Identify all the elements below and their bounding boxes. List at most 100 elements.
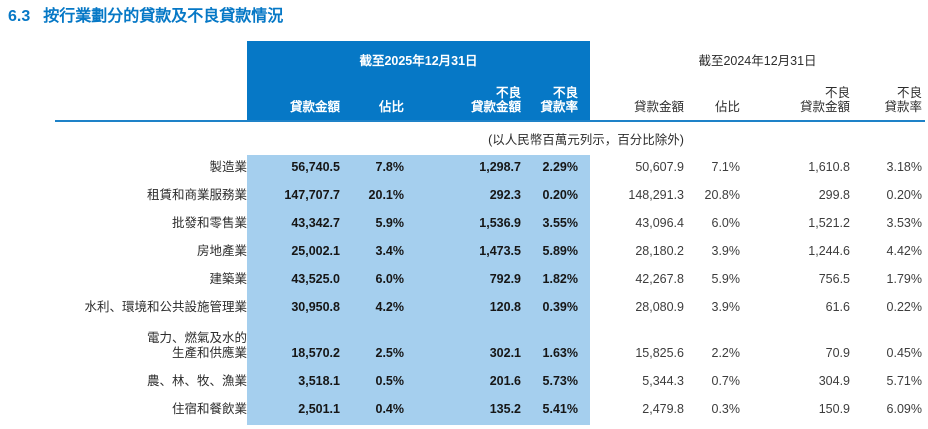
cell-2025-share: 0.4% (346, 397, 412, 425)
cell-2025-share: 0.5% (346, 369, 412, 397)
cell-2024-npl-amount: 1,610.8 (808, 160, 850, 175)
industry-line: 住宿和餐飲業 (171, 402, 247, 417)
cell-2024-npl-ratio: 0.20% (886, 188, 922, 203)
industry-row: 租賃和商業服務業 147,707.7 20.1% 292.3 0.20% 148… (55, 183, 925, 211)
industry-line: 電力、燃氣及水的 (146, 330, 247, 345)
industry-line: 批發和零售業 (171, 216, 247, 231)
col-header-line: 貸款率 (884, 100, 922, 115)
cell-2024-share: 20.8% (704, 188, 740, 203)
cell-2024-loan-amount: 15,825.6 (635, 346, 684, 361)
col-header-line: 貸款率 (540, 100, 578, 115)
cell-2024-loan-amount: 28,080.9 (635, 300, 684, 315)
col-header-2024-share: 佔比 (690, 77, 748, 122)
cell-2024-loan-amount: 5,344.3 (642, 374, 684, 389)
industry-row: 農、林、牧、漁業 3,518.1 0.5% 201.6 5.73% 5,344.… (55, 369, 925, 397)
col-header-2024-loan-amount: 貸款金額 (590, 77, 690, 122)
industry-label: 建築業 (55, 267, 247, 295)
cell-2024-share: 2.2% (711, 346, 741, 361)
col-header-2025-npl-ratio: 不良 貸款率 (527, 77, 590, 122)
cell-2025-share: 2.5% (346, 323, 412, 369)
cell-2024-share: 6.0% (711, 216, 741, 231)
cell-2025-loan-amount: 3,518.1 (247, 369, 346, 397)
cell-2025-npl-ratio: 2.29% (527, 155, 590, 183)
cell-2024-npl-amount: 304.9 (818, 374, 850, 389)
cell-2025-share: 3.4% (346, 239, 412, 267)
industry-label: 製造業 (55, 155, 247, 183)
cell-2025-loan-amount: 56,740.5 (247, 155, 346, 183)
cell-2025-npl-amount: 792.9 (412, 267, 527, 295)
cell-2025-loan-amount: 25,002.1 (247, 239, 346, 267)
col-header-line: 貸款金額 (470, 100, 521, 115)
col-header-2025-npl-amount: 不良 貸款金額 (412, 77, 527, 122)
cell-2024-npl-amount: 1,244.6 (808, 244, 850, 259)
industry-line: 建築業 (209, 272, 247, 287)
cell-2024-loan-amount: 2,479.8 (642, 402, 684, 417)
industry-line: 農、林、牧、漁業 (146, 374, 247, 389)
industry-label: 農、林、牧、漁業 (55, 369, 247, 397)
cell-2025-share: 7.8% (346, 155, 412, 183)
cell-2024-share: 3.9% (711, 244, 741, 259)
cell-2025-loan-amount: 43,342.7 (247, 211, 346, 239)
cell-2025-loan-amount: 147,707.7 (247, 183, 346, 211)
cell-2024-loan-amount: 148,291.3 (628, 188, 684, 203)
unit-note-row: (以人民幣百萬元列示，百分比除外) (55, 121, 925, 155)
cell-2025-npl-ratio: 3.55% (527, 211, 590, 239)
industry-label: 電力、燃氣及水的 生產和供應業 (55, 323, 247, 369)
cell-2025-share: 4.2% (346, 295, 412, 323)
cell-2025-npl-ratio: 5.41% (527, 397, 590, 425)
page-title: 6.3 按行業劃分的貸款及不良貸款情況 (8, 7, 928, 27)
cell-2025-npl-ratio: 1.63% (527, 323, 590, 369)
industry-row: 房地產業 25,002.1 3.4% 1,473.5 5.89% 28,180.… (55, 239, 925, 267)
cell-2025-loan-amount: 2,501.1 (247, 397, 346, 425)
cell-2024-loan-amount: 28,180.2 (635, 244, 684, 259)
cell-2025-npl-amount: 1,298.7 (412, 155, 527, 183)
section-title-text: 按行業劃分的貸款及不良貸款情況 (43, 8, 284, 25)
cell-2024-npl-ratio: 3.53% (886, 216, 922, 231)
period-header-2024: 截至2024年12月31日 (698, 53, 817, 68)
column-header-row: 貸款金額 佔比 不良 貸款金額 不良 貸款率 貸款金額 佔比 不良 貸款金額 不… (55, 77, 925, 122)
cell-2025-npl-ratio: 0.20% (527, 183, 590, 211)
col-header-2025-share: 佔比 (346, 77, 412, 122)
cell-2025-npl-amount: 302.1 (412, 323, 527, 369)
cell-2024-share: 3.9% (711, 300, 741, 315)
cell-2024-loan-amount: 43,096.4 (635, 216, 684, 231)
cell-2024-share: 0.3% (711, 402, 741, 417)
col-header-2025-loan-amount: 貸款金額 (247, 77, 346, 122)
col-header-line: 貸款金額 (799, 100, 850, 115)
industry-row: 建築業 43,525.0 6.0% 792.9 1.82% 42,267.8 5… (55, 267, 925, 295)
col-header-2024-npl-ratio: 不良 貸款率 (858, 77, 925, 122)
industry-label: 水利、環境和公共設施管理業 (55, 295, 247, 323)
cell-2024-npl-ratio: 0.45% (886, 346, 922, 361)
cell-2024-npl-ratio: 1.79% (886, 272, 922, 287)
cell-2024-share: 0.7% (711, 374, 741, 389)
cell-2024-loan-amount: 50,607.9 (635, 160, 684, 175)
cell-2024-share: 5.9% (711, 272, 741, 287)
cell-2025-npl-amount: 135.2 (412, 397, 527, 425)
industry-row: 住宿和餐飲業 2,501.1 0.4% 135.2 5.41% 2,479.8 … (55, 397, 925, 425)
label-column-header (55, 77, 247, 122)
cell-2024-npl-amount: 299.8 (818, 188, 850, 203)
cell-2024-npl-amount: 61.6 (825, 300, 850, 315)
industry-row: 製造業 56,740.5 7.8% 1,298.7 2.29% 50,607.9… (55, 155, 925, 183)
cell-2025-npl-ratio: 5.73% (527, 369, 590, 397)
cell-2024-npl-amount: 70.9 (825, 346, 850, 361)
cell-2024-npl-amount: 150.9 (818, 402, 850, 417)
cell-2024-npl-ratio: 3.18% (886, 160, 922, 175)
industry-row: 電力、燃氣及水的 生產和供應業 18,570.2 2.5% 302.1 1.63%… (55, 323, 925, 369)
cell-2024-loan-amount: 42,267.8 (635, 272, 684, 287)
cell-2025-share: 20.1% (346, 183, 412, 211)
cell-2024-npl-amount: 756.5 (818, 272, 850, 287)
note-body: (以人民幣百萬元列示，百分比除外) (55, 121, 925, 155)
cell-2024-npl-ratio: 0.22% (886, 300, 922, 315)
cell-2025-npl-ratio: 1.82% (527, 267, 590, 295)
cell-2024-share: 7.1% (711, 160, 741, 175)
cell-2025-loan-amount: 18,570.2 (247, 323, 346, 369)
loans-by-industry-table: 截至2025年12月31日 截至2024年12月31日 貸款金額 佔比 不良 貸… (55, 41, 925, 425)
col-header-line: 不良 (552, 85, 578, 100)
cell-2025-loan-amount: 30,950.8 (247, 295, 346, 323)
cell-2024-npl-ratio: 5.71% (886, 374, 922, 389)
cell-2024-npl-amount: 1,521.2 (808, 216, 850, 231)
industry-row: 批發和零售業 43,342.7 5.9% 1,536.9 3.55% 43,09… (55, 211, 925, 239)
col-header-line: 不良 (896, 85, 922, 100)
